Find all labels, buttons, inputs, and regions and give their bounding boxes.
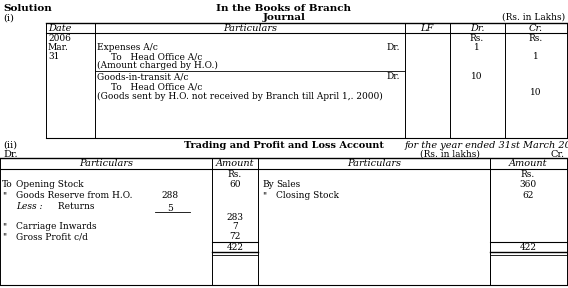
- Text: for the year ended 31st March 2000: for the year ended 31st March 2000: [405, 141, 568, 150]
- Text: Solution: Solution: [3, 4, 52, 13]
- Text: 422: 422: [520, 243, 537, 252]
- Text: Particulars: Particulars: [223, 24, 277, 33]
- Text: To: To: [2, 180, 12, 189]
- Text: To   Head Office A/c: To Head Office A/c: [111, 82, 202, 91]
- Text: Less :: Less :: [16, 202, 43, 211]
- Text: (ii): (ii): [3, 141, 17, 150]
- Text: Dr.: Dr.: [470, 24, 485, 33]
- Text: Dr.: Dr.: [3, 150, 18, 159]
- Text: Closing Stock: Closing Stock: [276, 191, 339, 200]
- Text: 288: 288: [161, 191, 178, 200]
- Text: Cr.: Cr.: [529, 24, 543, 33]
- Text: LF: LF: [420, 24, 433, 33]
- Text: Expenses A/c: Expenses A/c: [97, 43, 158, 52]
- Text: Goods Reserve from H.O.: Goods Reserve from H.O.: [16, 191, 132, 200]
- Text: (Goods sent by H.O. not received by Branch till April 1,. 2000): (Goods sent by H.O. not received by Bran…: [97, 92, 383, 101]
- Text: 72: 72: [229, 232, 241, 241]
- Text: Rs.: Rs.: [470, 34, 484, 43]
- Text: Cr.: Cr.: [551, 150, 565, 159]
- Text: Returns: Returns: [55, 202, 94, 211]
- Text: By: By: [262, 180, 274, 189]
- Text: Rs.: Rs.: [521, 170, 535, 179]
- Text: 2006: 2006: [48, 34, 71, 43]
- Text: 10: 10: [471, 72, 483, 81]
- Text: Carriage Inwards: Carriage Inwards: [16, 222, 97, 231]
- Text: In the Books of Branch: In the Books of Branch: [216, 4, 352, 13]
- Text: Date: Date: [48, 24, 72, 33]
- Text: Particulars: Particulars: [79, 159, 133, 168]
- Text: 60: 60: [229, 180, 241, 189]
- Text: 422: 422: [227, 243, 244, 252]
- Text: (Rs. in Lakhs): (Rs. in Lakhs): [502, 13, 565, 22]
- Text: Amount: Amount: [216, 159, 254, 168]
- Text: Journal: Journal: [262, 13, 306, 22]
- Text: (Amount charged by H.O.): (Amount charged by H.O.): [97, 61, 218, 70]
- Text: ": ": [2, 222, 6, 231]
- Text: ": ": [2, 191, 6, 200]
- Text: Rs.: Rs.: [529, 34, 543, 43]
- Text: Particulars: Particulars: [347, 159, 401, 168]
- Text: 31: 31: [48, 52, 60, 61]
- Text: 1: 1: [533, 52, 539, 61]
- Text: Amount: Amount: [509, 159, 547, 168]
- Text: Gross Profit c/d: Gross Profit c/d: [16, 232, 88, 241]
- Text: Opening Stock: Opening Stock: [16, 180, 83, 189]
- Text: ": ": [2, 232, 6, 241]
- Text: 7: 7: [232, 222, 238, 231]
- Text: 283: 283: [227, 213, 244, 222]
- Text: 1: 1: [474, 43, 480, 52]
- Text: (Rs. in lakhs): (Rs. in lakhs): [420, 150, 480, 159]
- Text: Mar.: Mar.: [48, 43, 69, 52]
- Text: To   Head Office A/c: To Head Office A/c: [111, 52, 202, 61]
- Text: Dr.: Dr.: [386, 43, 400, 52]
- Text: Trading and Profit and Loss Account: Trading and Profit and Loss Account: [184, 141, 384, 150]
- Text: 360: 360: [520, 180, 537, 189]
- Text: ": ": [262, 191, 266, 200]
- Text: (i): (i): [3, 14, 14, 23]
- Text: 5: 5: [167, 204, 173, 213]
- Text: 10: 10: [531, 88, 542, 97]
- Text: Dr.: Dr.: [386, 72, 400, 81]
- Text: Sales: Sales: [276, 180, 300, 189]
- Text: Rs.: Rs.: [228, 170, 242, 179]
- Text: 62: 62: [523, 191, 534, 200]
- Text: Goods-in-transit A/c: Goods-in-transit A/c: [97, 72, 189, 81]
